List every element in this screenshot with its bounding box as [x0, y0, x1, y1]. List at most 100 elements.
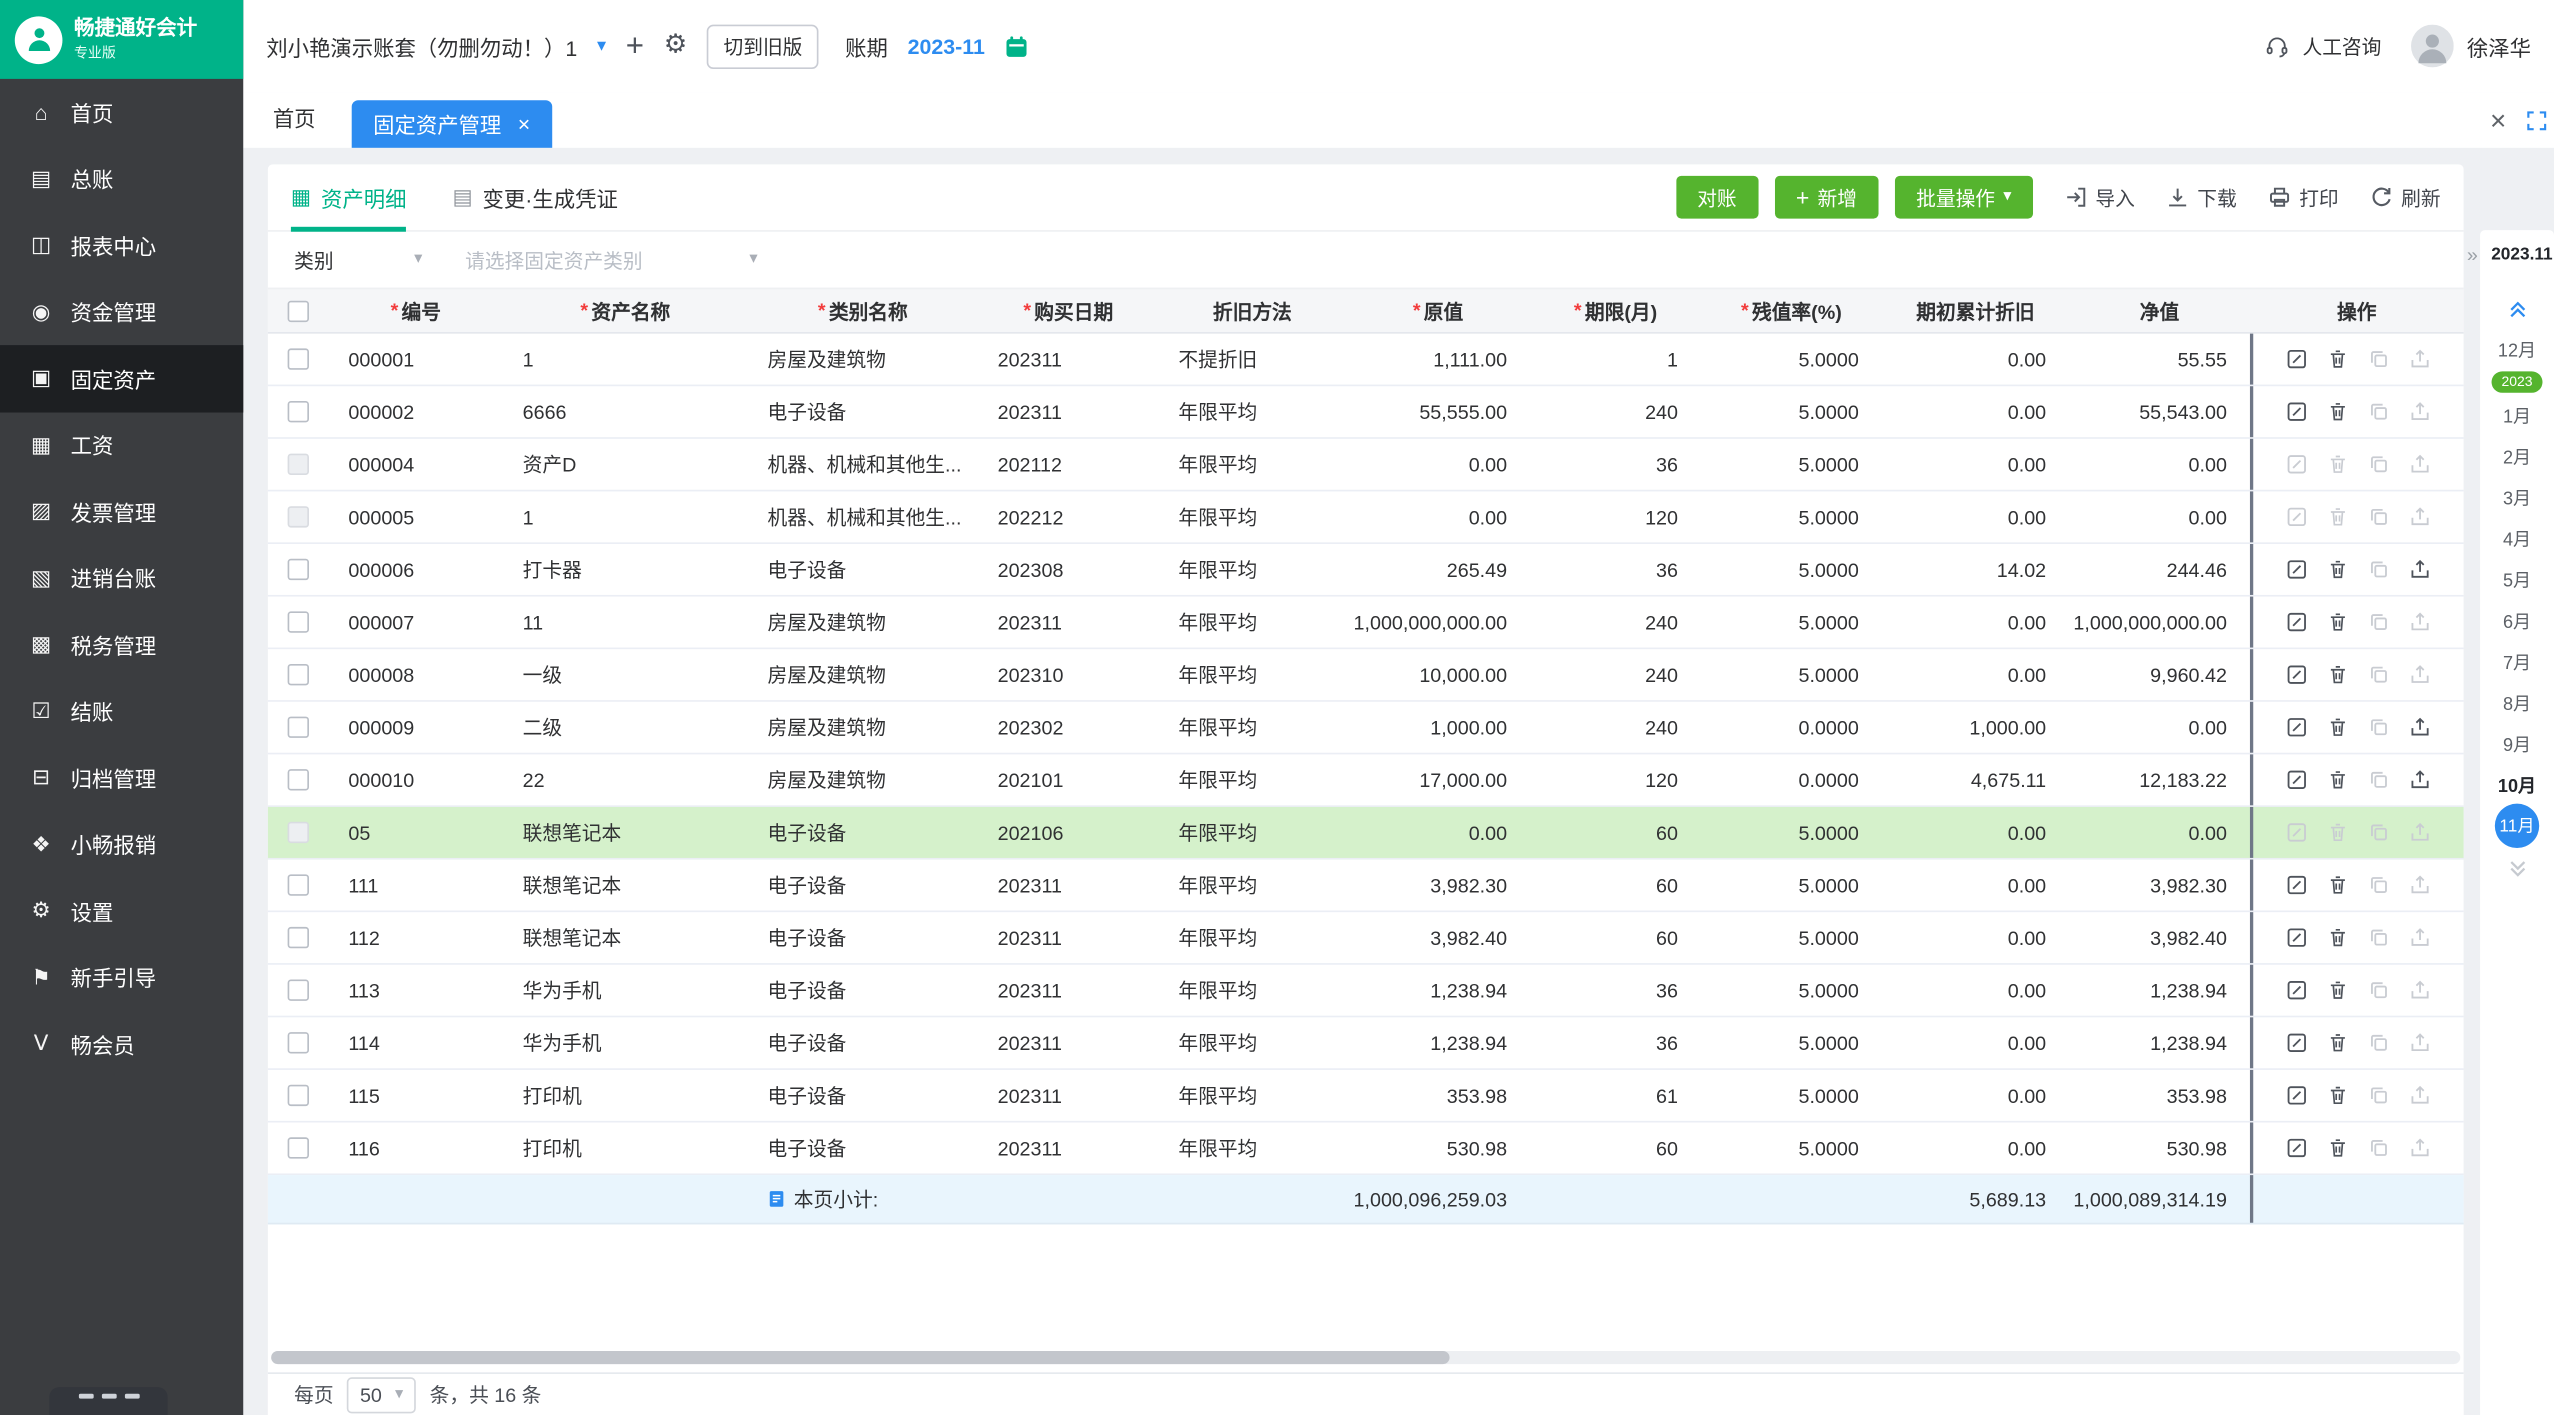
scroll-down-icon[interactable] — [2507, 860, 2527, 878]
month-item[interactable]: 5月 — [2502, 571, 2532, 591]
month-item[interactable]: 1月 — [2502, 406, 2532, 427]
category-select[interactable]: 类别 ▾ — [294, 248, 423, 272]
floating-widget[interactable] — [49, 1387, 168, 1415]
month-item[interactable]: 9月 — [2502, 735, 2532, 756]
month-item[interactable]: 12月 — [2497, 341, 2537, 361]
edit-icon[interactable] — [2286, 348, 2307, 369]
sidebar-item-membership[interactable]: Ⅴ 畅会员 — [0, 1011, 243, 1078]
row-checkbox[interactable] — [287, 1137, 309, 1159]
horizontal-scrollbar-thumb[interactable] — [271, 1350, 1450, 1365]
account-set-selector[interactable]: 刘小艳演示账套（勿删勿动！）1 — [266, 35, 578, 60]
edit-icon[interactable] — [2286, 664, 2307, 685]
sidebar-item-general-ledger[interactable]: ▤ 总账 — [0, 145, 243, 212]
horizontal-scrollbar-track[interactable] — [271, 1350, 2461, 1365]
edit-icon[interactable] — [2286, 1085, 2307, 1106]
headset-icon[interactable] — [2265, 34, 2290, 59]
sidebar-item-closing[interactable]: ☑ 结账 — [0, 678, 243, 745]
row-checkbox[interactable] — [287, 874, 309, 896]
delete-icon[interactable] — [2327, 717, 2348, 738]
month-item[interactable]: 7月 — [2502, 653, 2532, 674]
switch-old-version-button[interactable]: 切到旧版 — [707, 23, 819, 69]
month-item[interactable]: 2月 — [2502, 447, 2532, 468]
delete-icon[interactable] — [2327, 401, 2348, 422]
month-item[interactable]: 6月 — [2502, 612, 2532, 632]
consult-label[interactable]: 人工咨询 — [2302, 35, 2382, 59]
sidebar-item-beginner-guide[interactable]: ⚑ 新手引导 — [0, 944, 243, 1011]
edit-icon[interactable] — [2286, 769, 2307, 790]
delete-icon[interactable] — [2327, 559, 2348, 580]
delete-icon[interactable] — [2327, 980, 2348, 1001]
import-button[interactable]: 导入 — [2064, 183, 2135, 211]
edit-icon[interactable] — [2286, 874, 2307, 895]
month-item[interactable]: 8月 — [2502, 694, 2532, 715]
sidebar-item-settings[interactable]: ⚙ 设置 — [0, 878, 243, 945]
tab-home[interactable]: 首页 — [272, 106, 316, 132]
delete-icon[interactable] — [2327, 664, 2348, 685]
scroll-up-icon[interactable] — [2507, 301, 2527, 319]
per-page-select[interactable]: 50 ▾ — [346, 1376, 417, 1413]
delete-icon[interactable] — [2327, 874, 2348, 895]
row-checkbox[interactable] — [287, 401, 309, 423]
select-all-checkbox[interactable] — [287, 299, 309, 322]
sidebar-item-fund-management[interactable]: ◉ 资金管理 — [0, 279, 243, 346]
chevron-down-icon[interactable]: ▾ — [596, 35, 607, 56]
sidebar-item-fixed-assets[interactable]: ▣ 固定资产 — [0, 345, 244, 412]
edit-icon[interactable] — [2286, 1137, 2307, 1158]
delete-icon[interactable] — [2327, 769, 2348, 790]
batch-operations-button[interactable]: 批量操作 ▾ — [1894, 175, 2033, 219]
export-icon[interactable] — [2409, 559, 2430, 580]
row-checkbox[interactable] — [287, 1084, 309, 1107]
sidebar-item-salary[interactable]: ▦ 工资 — [0, 412, 243, 479]
sidebar-item-tax-management[interactable]: ▩ 税务管理 — [0, 611, 243, 678]
download-button[interactable]: 下载 — [2166, 183, 2237, 211]
month-item[interactable]: 11月 — [2480, 803, 2554, 849]
row-checkbox[interactable] — [287, 611, 309, 633]
gear-icon[interactable]: ⚙ — [663, 31, 688, 60]
sidebar-item-home[interactable]: ⌂ 首页 — [0, 79, 243, 146]
export-icon[interactable] — [2409, 769, 2430, 790]
sidebar-item-invoice-management[interactable]: ▨ 发票管理 — [0, 478, 243, 545]
close-all-icon[interactable]: × — [2490, 105, 2507, 137]
add-button[interactable]: + 新增 — [1774, 175, 1879, 219]
row-checkbox[interactable] — [287, 926, 309, 949]
sidebar-item-purchase-sales-ledger[interactable]: ▧ 进销台账 — [0, 545, 243, 612]
close-icon[interactable]: × — [517, 111, 531, 137]
period-value[interactable]: 2023-11 — [907, 33, 985, 59]
refresh-button[interactable]: 刷新 — [2370, 183, 2441, 211]
tab-asset-detail[interactable]: ▦ 资产明细 — [290, 164, 407, 232]
edit-icon[interactable] — [2286, 927, 2307, 948]
delete-icon[interactable] — [2327, 348, 2348, 369]
delete-icon[interactable] — [2327, 1032, 2348, 1053]
sidebar-item-reimbursement[interactable]: ❖ 小畅报销 — [0, 811, 243, 878]
sidebar-item-archive-management[interactable]: ⊟ 归档管理 — [0, 745, 243, 812]
row-checkbox[interactable] — [287, 348, 309, 370]
edit-icon[interactable] — [2286, 980, 2307, 1001]
month-item[interactable]: 3月 — [2502, 488, 2532, 509]
plus-icon[interactable]: + — [625, 28, 645, 64]
delete-icon[interactable] — [2327, 1085, 2348, 1106]
row-checkbox[interactable] — [287, 716, 309, 738]
row-checkbox[interactable] — [287, 663, 309, 686]
edit-icon[interactable] — [2286, 1032, 2307, 1053]
month-item[interactable]: 10月 — [2497, 776, 2537, 797]
delete-icon[interactable] — [2327, 611, 2348, 632]
fullscreen-icon[interactable] — [2526, 110, 2547, 131]
row-checkbox[interactable] — [287, 769, 309, 791]
username[interactable]: 徐泽华 — [2466, 35, 2531, 60]
reconcile-button[interactable]: 对账 — [1675, 175, 1759, 219]
collapse-strip-icon[interactable]: » — [2466, 243, 2478, 267]
edit-icon[interactable] — [2286, 611, 2307, 632]
edit-icon[interactable] — [2286, 401, 2307, 422]
row-checkbox[interactable] — [287, 558, 309, 581]
sidebar-item-report-center[interactable]: ◫ 报表中心 — [0, 212, 243, 279]
category-filter-input[interactable]: 请选择固定资产类别 ▾ — [465, 246, 758, 274]
edit-icon[interactable] — [2286, 717, 2307, 738]
row-checkbox[interactable] — [287, 1032, 309, 1054]
row-checkbox[interactable] — [287, 979, 309, 1001]
edit-icon[interactable] — [2286, 559, 2307, 580]
delete-icon[interactable] — [2327, 1137, 2348, 1158]
print-button[interactable]: 打印 — [2268, 183, 2339, 211]
avatar[interactable] — [2410, 24, 2454, 68]
tab-change-voucher[interactable]: ▤ 变更·生成凭证 — [452, 184, 618, 212]
tab-fixed-asset-management[interactable]: 固定资产管理 × — [351, 100, 552, 148]
